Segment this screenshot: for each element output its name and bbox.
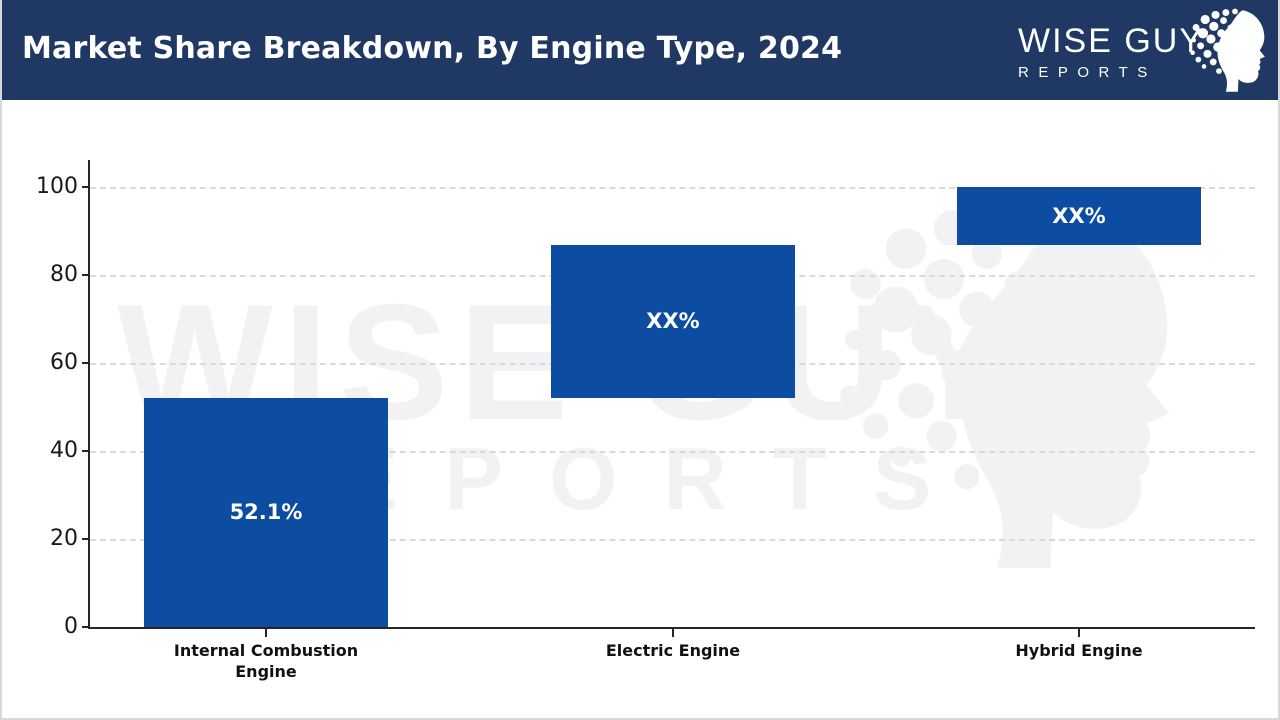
y-tick-label: 20: [50, 526, 78, 551]
x-category-label: Internal Combustion Engine: [173, 641, 359, 681]
y-tick-label: 80: [50, 262, 78, 287]
y-tick-mark: [82, 538, 90, 540]
x-category-label: Hybrid Engine: [1015, 641, 1143, 660]
x-tick-mark: [265, 629, 267, 637]
y-tick-label: 100: [36, 174, 78, 199]
logo-wordmark: WISE GUY: [1018, 22, 1205, 60]
y-tick-mark: [82, 274, 90, 276]
x-tick-mark: [672, 629, 674, 637]
y-tick-label: 0: [64, 614, 78, 639]
header-bar: Market Share Breakdown, By Engine Type, …: [2, 0, 1278, 100]
y-tick-mark: [82, 626, 90, 628]
y-tick-mark: [82, 362, 90, 364]
wise-guy-reports-logo: WISE GUY REPORTS: [1018, 6, 1268, 96]
bar-value-label: XX%: [1052, 204, 1106, 229]
bar: 52.1%: [144, 397, 388, 627]
y-tick-mark: [82, 450, 90, 452]
x-category-label: Electric Engine: [605, 641, 741, 660]
logo-head-icon: [1188, 8, 1274, 94]
watermark-head-icon: [830, 198, 1210, 578]
y-gridline: [90, 451, 1255, 453]
y-tick-label: 60: [50, 350, 78, 375]
x-tick-mark: [1078, 629, 1080, 637]
logo-reports-text: REPORTS: [1018, 64, 1157, 81]
y-tick-label: 40: [50, 438, 78, 463]
y-gridline: [90, 187, 1255, 189]
page-title: Market Share Breakdown, By Engine Type, …: [22, 31, 843, 67]
bar-value-label: 52.1%: [229, 500, 303, 525]
y-gridline: [90, 539, 1255, 541]
y-axis-line: [88, 160, 90, 629]
bar: XX%: [551, 245, 795, 398]
bar-value-label: XX%: [646, 309, 700, 334]
bar: XX%: [957, 187, 1201, 246]
x-axis-line: [88, 627, 1255, 629]
y-tick-mark: [82, 186, 90, 188]
